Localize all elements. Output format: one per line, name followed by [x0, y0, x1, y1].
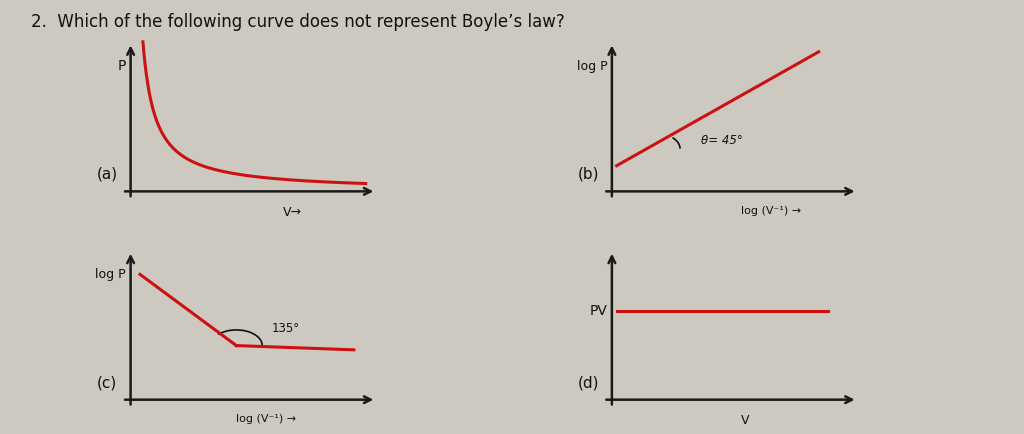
Text: V: V	[741, 414, 750, 427]
Text: PV: PV	[589, 304, 607, 319]
Text: (c): (c)	[97, 375, 117, 390]
Text: (a): (a)	[96, 167, 118, 182]
Text: V→: V→	[284, 206, 302, 219]
Text: 135°: 135°	[271, 322, 300, 335]
Text: log P: log P	[95, 268, 126, 281]
Text: (d): (d)	[578, 375, 599, 390]
Text: log P: log P	[577, 59, 607, 72]
Text: log (V⁻¹) →: log (V⁻¹) →	[741, 206, 801, 216]
Text: log (V⁻¹) →: log (V⁻¹) →	[237, 414, 297, 424]
Text: 2.  Which of the following curve does not represent Boyle’s law?: 2. Which of the following curve does not…	[31, 13, 564, 31]
Text: θ= 45°: θ= 45°	[701, 134, 743, 147]
Text: P: P	[118, 59, 126, 73]
Text: (b): (b)	[578, 167, 599, 182]
